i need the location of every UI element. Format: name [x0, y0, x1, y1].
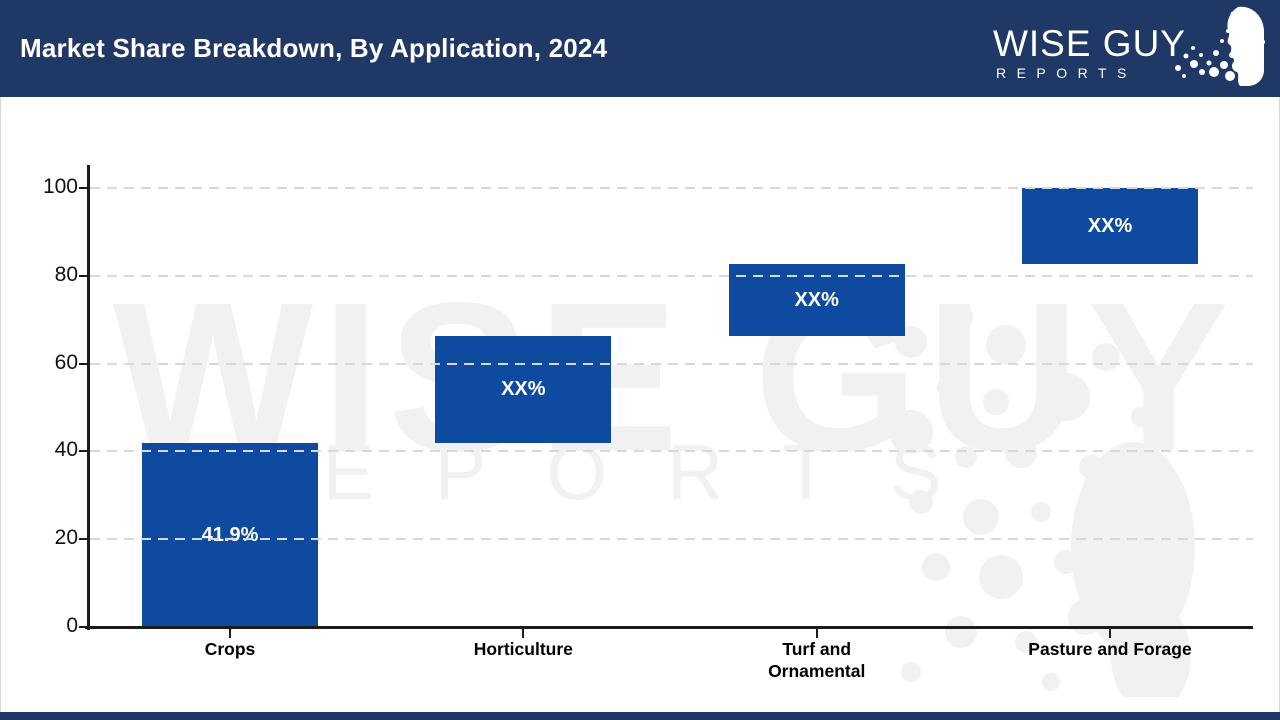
logo-subtitle: REPORTS: [995, 65, 1137, 81]
watermark-head-dots: [889, 305, 1195, 697]
gridline-y80: [90, 274, 1253, 277]
x-axis: [85, 626, 1253, 629]
x-tick-mark: [229, 629, 231, 638]
page-title: Market Share Breakdown, By Application, …: [20, 33, 608, 63]
bar-value-label: 41.9%: [201, 523, 259, 546]
logo-wordmark: WISE GUY: [992, 23, 1186, 64]
bar-horticulture: XX%: [435, 335, 612, 443]
gridline-y100: [90, 187, 1253, 189]
bar-value-label: XX%: [501, 377, 546, 400]
gridline-y20: [90, 538, 1253, 541]
bar-value-label: XX%: [1087, 214, 1133, 237]
y-tick-mark: [79, 274, 88, 277]
x-tick-mark: [1109, 629, 1111, 638]
y-tick-label: 40: [54, 438, 78, 462]
bar-crops: 41.9%: [142, 443, 318, 627]
y-tick-mark: [79, 626, 88, 628]
x-tick-mark: [522, 629, 525, 638]
x-tick-label-4: Pasture and Forage: [1028, 639, 1192, 659]
y-tick-label: 0: [66, 614, 78, 637]
x-tick-label-2: Horticulture: [473, 639, 573, 659]
x-tick-mark: [815, 629, 818, 638]
y-axis: [87, 165, 90, 630]
logo-head-icon: [1175, 6, 1265, 86]
gridline-y60: [90, 362, 1253, 365]
y-tick-mark: [79, 450, 88, 453]
y-tick-mark: [79, 187, 88, 189]
logo-text: WISE GUY REPORTS: [993, 25, 1186, 81]
y-tick-mark: [79, 538, 88, 541]
bar-value-label: XX%: [794, 288, 839, 311]
y-tick-label: 100: [42, 175, 78, 198]
x-tick-label-1: Crops: [204, 639, 256, 659]
watermark-text-line2: REPORTS: [206, 428, 1002, 516]
y-tick-mark: [79, 362, 88, 365]
wise-guy-reports-logo: WISE GUY REPORTS: [993, 6, 1266, 90]
y-tick-label: 60: [54, 350, 78, 374]
y-tick-label: 80: [54, 262, 78, 286]
header-bar: Market Share Breakdown, By Application, …: [0, 0, 1280, 97]
x-tick-label-3: Turf and Ornamental: [768, 639, 866, 681]
footer-bar: [0, 712, 1280, 720]
y-tick-label: 20: [54, 526, 78, 550]
bar-pasture-and-forage: XX%: [1022, 188, 1198, 265]
gridline-y40: [90, 450, 1253, 453]
